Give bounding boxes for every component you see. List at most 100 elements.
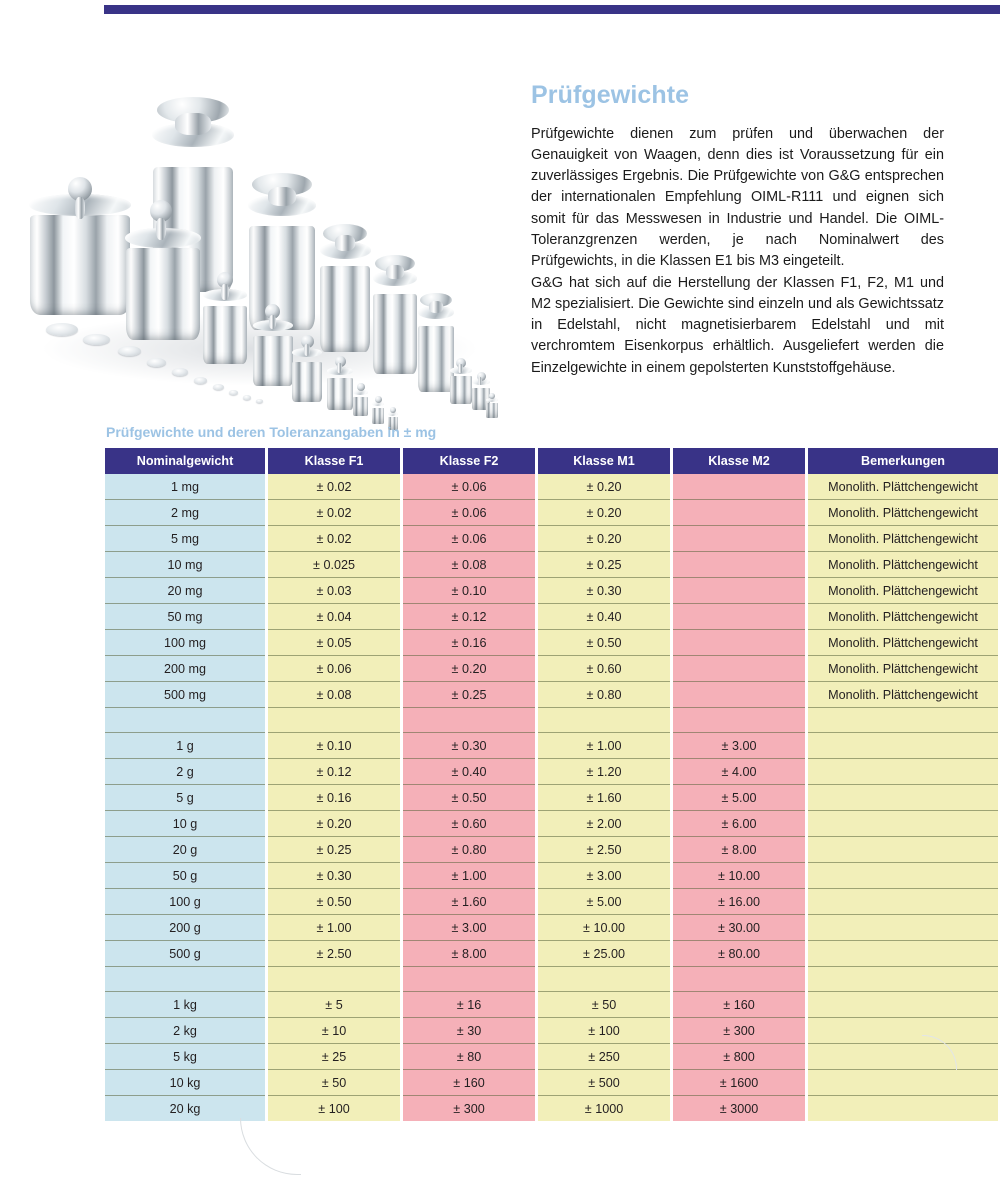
cell-nominalgewicht: 50 g (105, 863, 265, 889)
column-header-klasse-f2: Klasse F2 (403, 448, 535, 474)
cell-klasse-f2: ± 0.08 (403, 552, 535, 578)
cell-nominalgewicht: 5 kg (105, 1044, 265, 1070)
cell-klasse-m1: ± 10.00 (538, 915, 670, 941)
cell-klasse-f1: ± 0.10 (268, 733, 400, 759)
cell-klasse-m1: ± 0.20 (538, 500, 670, 526)
cell-klasse-m1: ± 0.20 (538, 526, 670, 552)
cell-bemerkungen (808, 941, 998, 967)
cell-klasse-f2: ± 0.06 (403, 500, 535, 526)
cell-nominalgewicht: 500 mg (105, 682, 265, 708)
hero-section: Prüfgewichte Prüfgewichte dienen zum prü… (0, 24, 1000, 430)
hero-text-column: Prüfgewichte Prüfgewichte dienen zum prü… (531, 81, 944, 379)
plate-weight (256, 399, 263, 403)
weight-2kg (248, 173, 316, 330)
cell-klasse-m1: ± 0.80 (538, 682, 670, 708)
plate-weight (213, 384, 224, 390)
cell-klasse-m2 (673, 474, 805, 500)
cell-klasse-m1: ± 3.00 (538, 863, 670, 889)
cell-bemerkungen (808, 1070, 998, 1096)
cell-nominalgewicht: 1 mg (105, 474, 265, 500)
cell-klasse-f2: ± 16 (403, 992, 535, 1018)
cell-klasse-f2 (403, 967, 535, 992)
cell-klasse-f1: ± 0.06 (268, 656, 400, 682)
cell-klasse-f2: ± 160 (403, 1070, 535, 1096)
intro-paragraph-2: G&G hat sich auf die Herstellung der Kla… (531, 274, 944, 376)
cell-klasse-f1: ± 0.02 (268, 500, 400, 526)
cell-bemerkungen: Monolith. Plättchengewicht (808, 578, 998, 604)
cell-klasse-f1: ± 0.025 (268, 552, 400, 578)
top-accent-bar (104, 5, 1000, 14)
cell-bemerkungen: Monolith. Plättchengewicht (808, 656, 998, 682)
cell-klasse-m2: ± 3.00 (673, 733, 805, 759)
cell-klasse-m2: ± 800 (673, 1044, 805, 1070)
cell-bemerkungen (808, 1044, 998, 1070)
cell-nominalgewicht: 5 g (105, 785, 265, 811)
cell-klasse-f2: ± 0.40 (403, 759, 535, 785)
cell-klasse-f1: ± 0.02 (268, 526, 400, 552)
table-caption: Prüfgewichte und deren Toleranzangaben i… (106, 424, 437, 440)
weight-2g (471, 372, 491, 410)
cell-klasse-f1: ± 1.00 (268, 915, 400, 941)
table-row: 10 kg ± 50 ± 160 ± 500 ± 1600 (105, 1070, 998, 1096)
table-row: 50 mg ± 0.04 ± 0.12 ± 0.40 Monolith. Plättch… (105, 604, 998, 630)
cell-klasse-f1: ± 0.03 (268, 578, 400, 604)
cell-klasse-m2 (673, 656, 805, 682)
plate-weight (194, 377, 207, 384)
weight-100g (202, 272, 248, 364)
table-row: 10 g ± 0.20 ± 0.60 ± 2.00 ± 6.00 (105, 811, 998, 837)
cell-bemerkungen: Monolith. Plättchengewicht (808, 630, 998, 656)
cell-nominalgewicht: 20 mg (105, 578, 265, 604)
plate-weight (147, 358, 166, 367)
cell-bemerkungen (808, 811, 998, 837)
plate-weight (118, 346, 141, 356)
table-row: 1 g ± 0.10 ± 0.30 ± 1.00 ± 3.00 (105, 733, 998, 759)
cell-klasse-m2: ± 3000 (673, 1096, 805, 1121)
cell-nominalgewicht: 100 g (105, 889, 265, 915)
cell-nominalgewicht: 20 g (105, 837, 265, 863)
cell-nominalgewicht: 2 mg (105, 500, 265, 526)
weight-100mg (485, 393, 499, 418)
cell-klasse-m2: ± 10.00 (673, 863, 805, 889)
cell-bemerkungen: Monolith. Plättchengewicht (808, 500, 998, 526)
cell-klasse-f1: ± 50 (268, 1070, 400, 1096)
column-header-nominalgewicht: Nominalgewicht (105, 448, 265, 474)
cell-klasse-m1: ± 0.30 (538, 578, 670, 604)
cell-nominalgewicht: 50 mg (105, 604, 265, 630)
cell-klasse-m1: ± 0.20 (538, 474, 670, 500)
cell-bemerkungen (808, 915, 998, 941)
cell-klasse-m2 (673, 708, 805, 733)
cell-klasse-f2: ± 0.10 (403, 578, 535, 604)
page-title: Prüfgewichte (531, 81, 690, 109)
cell-klasse-f2: ± 300 (403, 1096, 535, 1121)
cell-klasse-f1: ± 100 (268, 1096, 400, 1121)
cell-bemerkungen (808, 967, 998, 992)
column-header-klasse-m2: Klasse M2 (673, 448, 805, 474)
cell-klasse-m2 (673, 682, 805, 708)
cell-klasse-m1: ± 250 (538, 1044, 670, 1070)
table-row: 200 mg ± 0.06 ± 0.20 ± 0.60 Monolith. Plättc… (105, 656, 998, 682)
cell-klasse-m1: ± 1.20 (538, 759, 670, 785)
table-row: 500 mg ± 0.08 ± 0.25 ± 0.80 Monolith. Plättc… (105, 682, 998, 708)
cell-klasse-m2 (673, 500, 805, 526)
cell-klasse-f2: ± 0.80 (403, 837, 535, 863)
cell-nominalgewicht: 10 mg (105, 552, 265, 578)
cell-klasse-f2: ± 0.30 (403, 733, 535, 759)
cell-klasse-m1: ± 25.00 (538, 941, 670, 967)
table-body: 1 mg ± 0.02 ± 0.06 ± 0.20 Monolith. Plättche… (105, 474, 998, 1121)
table-row: 5 kg ± 25 ± 80 ± 250 ± 800 (105, 1044, 998, 1070)
weight-1kg (319, 224, 371, 352)
column-header-klasse-f1: Klasse F1 (268, 448, 400, 474)
cell-nominalgewicht: 2 kg (105, 1018, 265, 1044)
cell-klasse-f1: ± 0.50 (268, 889, 400, 915)
weight-5kg (125, 200, 201, 340)
cell-klasse-m1 (538, 708, 670, 733)
cell-bemerkungen: Monolith. Plättchengewicht (808, 682, 998, 708)
cell-klasse-f2: ± 0.25 (403, 682, 535, 708)
calibration-weights-photo (20, 50, 510, 430)
cell-klasse-m2: ± 300 (673, 1018, 805, 1044)
weight-500mg (371, 396, 385, 424)
cell-klasse-m2: ± 16.00 (673, 889, 805, 915)
cell-klasse-m1: ± 500 (538, 1070, 670, 1096)
column-header-bemerkungen: Bemerkungen (808, 448, 998, 474)
cell-klasse-f1: ± 0.08 (268, 682, 400, 708)
